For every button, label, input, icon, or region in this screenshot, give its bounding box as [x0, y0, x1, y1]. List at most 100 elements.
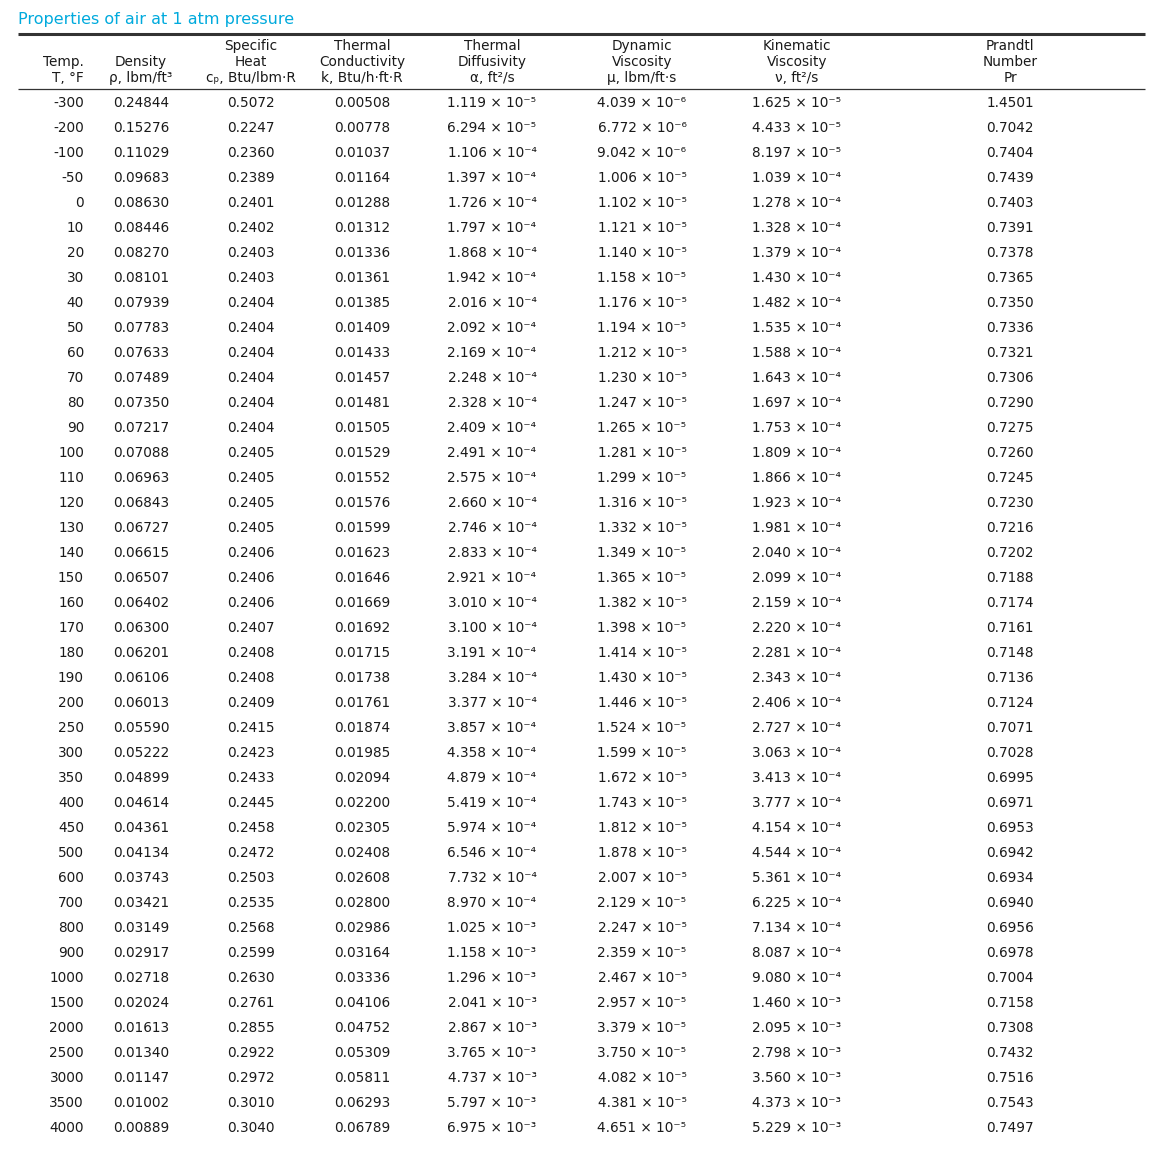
Text: 4.358 × 10⁻⁴: 4.358 × 10⁻⁴ [447, 746, 537, 760]
Text: 0.05222: 0.05222 [113, 746, 169, 760]
Text: 0.05811: 0.05811 [334, 1070, 390, 1085]
Text: 0.2404: 0.2404 [228, 321, 275, 335]
Text: 0.01164: 0.01164 [334, 171, 390, 185]
Text: α, ft²/s: α, ft²/s [470, 71, 514, 85]
Text: 0.2922: 0.2922 [228, 1046, 275, 1060]
Text: 0.07217: 0.07217 [113, 421, 169, 435]
Text: 0.7148: 0.7148 [986, 646, 1034, 660]
Text: 0.01481: 0.01481 [334, 396, 390, 410]
Text: 3.560 × 10⁻³: 3.560 × 10⁻³ [752, 1070, 842, 1085]
Text: 30: 30 [67, 270, 84, 285]
Text: 0.7230: 0.7230 [986, 496, 1034, 510]
Text: 0.2405: 0.2405 [228, 521, 275, 535]
Text: 1.194 × 10⁻⁵: 1.194 × 10⁻⁵ [597, 321, 686, 335]
Text: Number: Number [983, 55, 1037, 69]
Text: 2.248 × 10⁻⁴: 2.248 × 10⁻⁴ [447, 371, 537, 384]
Text: 0.2389: 0.2389 [228, 171, 275, 185]
Text: 2.095 × 10⁻³: 2.095 × 10⁻³ [752, 1021, 842, 1035]
Text: 0.01715: 0.01715 [334, 646, 390, 660]
Text: 0.08270: 0.08270 [113, 246, 169, 260]
Text: 1.4501: 1.4501 [986, 96, 1034, 110]
Text: 1.365 × 10⁻⁵: 1.365 × 10⁻⁵ [597, 571, 686, 585]
Text: 0.2472: 0.2472 [228, 846, 275, 860]
Text: cₚ, Btu/lbm·R: cₚ, Btu/lbm·R [206, 71, 296, 85]
Text: 0.7290: 0.7290 [986, 396, 1034, 410]
Text: 1.296 × 10⁻³: 1.296 × 10⁻³ [447, 971, 537, 985]
Text: 2.660 × 10⁻⁴: 2.660 × 10⁻⁴ [447, 496, 537, 510]
Text: 0.01599: 0.01599 [334, 521, 390, 535]
Text: 1.158 × 10⁻⁵: 1.158 × 10⁻⁵ [597, 270, 686, 285]
Text: 0.2503: 0.2503 [228, 871, 275, 885]
Text: 2.746 × 10⁻⁴: 2.746 × 10⁻⁴ [447, 521, 537, 535]
Text: 0.6942: 0.6942 [986, 846, 1034, 860]
Text: 1.140 × 10⁻⁵: 1.140 × 10⁻⁵ [597, 246, 686, 260]
Text: 3.765 × 10⁻³: 3.765 × 10⁻³ [447, 1046, 537, 1060]
Text: 0.7404: 0.7404 [986, 146, 1034, 160]
Text: 1.726 × 10⁻⁴: 1.726 × 10⁻⁴ [447, 196, 537, 209]
Text: 1.599 × 10⁻⁵: 1.599 × 10⁻⁵ [597, 746, 687, 760]
Text: 0.01340: 0.01340 [113, 1046, 169, 1060]
Text: 0.2423: 0.2423 [228, 746, 275, 760]
Text: 1.753 × 10⁻⁴: 1.753 × 10⁻⁴ [752, 421, 842, 435]
Text: 1.868 × 10⁻⁴: 1.868 × 10⁻⁴ [447, 246, 537, 260]
Text: 2.406 × 10⁻⁴: 2.406 × 10⁻⁴ [753, 696, 842, 710]
Text: 9.042 × 10⁻⁶: 9.042 × 10⁻⁶ [597, 146, 686, 160]
Text: 0.7403: 0.7403 [986, 196, 1034, 209]
Text: 1.460 × 10⁻³: 1.460 × 10⁻³ [753, 996, 842, 1009]
Text: 3.010 × 10⁻⁴: 3.010 × 10⁻⁴ [447, 596, 537, 610]
Text: 0.04614: 0.04614 [113, 796, 169, 810]
Text: 0.2403: 0.2403 [228, 246, 275, 260]
Text: 1.743 × 10⁻⁵: 1.743 × 10⁻⁵ [597, 796, 686, 810]
Text: 0.00889: 0.00889 [113, 1121, 169, 1135]
Text: 4.737 × 10⁻³: 4.737 × 10⁻³ [447, 1070, 537, 1085]
Text: 2.129 × 10⁻⁵: 2.129 × 10⁻⁵ [597, 895, 686, 910]
Text: 2.247 × 10⁻⁵: 2.247 × 10⁻⁵ [597, 921, 686, 935]
Text: 0.04899: 0.04899 [113, 771, 169, 785]
Text: 1.006 × 10⁻⁵: 1.006 × 10⁻⁵ [597, 171, 686, 185]
Text: 0.06843: 0.06843 [113, 496, 169, 510]
Text: 0.7439: 0.7439 [986, 171, 1034, 185]
Text: 6.772 × 10⁻⁶: 6.772 × 10⁻⁶ [597, 121, 686, 135]
Text: 3.857 × 10⁻⁴: 3.857 × 10⁻⁴ [447, 721, 537, 735]
Text: 0.3010: 0.3010 [228, 1096, 275, 1110]
Text: 2.409 × 10⁻⁴: 2.409 × 10⁻⁴ [447, 421, 537, 435]
Text: 9.080 × 10⁻⁴: 9.080 × 10⁻⁴ [752, 971, 842, 985]
Text: 1.106 × 10⁻⁴: 1.106 × 10⁻⁴ [447, 146, 537, 160]
Text: 0.01409: 0.01409 [334, 321, 390, 335]
Text: 2.833 × 10⁻⁴: 2.833 × 10⁻⁴ [447, 546, 537, 561]
Text: 4.651 × 10⁻⁵: 4.651 × 10⁻⁵ [597, 1121, 686, 1135]
Text: 2.467 × 10⁻⁵: 2.467 × 10⁻⁵ [597, 971, 686, 985]
Text: 20: 20 [67, 246, 84, 260]
Text: 0.01692: 0.01692 [334, 622, 390, 635]
Text: 170: 170 [58, 622, 84, 635]
Text: 1.397 × 10⁻⁴: 1.397 × 10⁻⁴ [447, 171, 537, 185]
Text: 130: 130 [58, 521, 84, 535]
Text: 2.921 × 10⁻⁴: 2.921 × 10⁻⁴ [447, 571, 537, 585]
Text: 2.099 × 10⁻⁴: 2.099 × 10⁻⁴ [752, 571, 842, 585]
Text: 0.00778: 0.00778 [334, 121, 390, 135]
Text: 0.2406: 0.2406 [228, 546, 275, 561]
Text: 0.01385: 0.01385 [334, 296, 390, 310]
Text: 0.7432: 0.7432 [986, 1046, 1034, 1060]
Text: 0.7365: 0.7365 [986, 270, 1034, 285]
Text: 1.643 × 10⁻⁴: 1.643 × 10⁻⁴ [753, 371, 842, 384]
Text: 2.867 × 10⁻³: 2.867 × 10⁻³ [447, 1021, 537, 1035]
Text: 0.6934: 0.6934 [986, 871, 1034, 885]
Text: 0.7028: 0.7028 [986, 746, 1034, 760]
Text: 500: 500 [58, 846, 84, 860]
Text: 0.03743: 0.03743 [113, 871, 169, 885]
Text: 0.2630: 0.2630 [228, 971, 275, 985]
Text: 0.2408: 0.2408 [228, 646, 275, 660]
Text: 100: 100 [58, 445, 84, 460]
Text: 0.24844: 0.24844 [113, 96, 169, 110]
Text: 0.08101: 0.08101 [113, 270, 169, 285]
Text: 1.398 × 10⁻⁵: 1.398 × 10⁻⁵ [597, 622, 686, 635]
Text: Diffusivity: Diffusivity [457, 55, 527, 69]
Text: 3.379 × 10⁻⁵: 3.379 × 10⁻⁵ [597, 1021, 686, 1035]
Text: 0.02986: 0.02986 [334, 921, 390, 935]
Text: 4.544 × 10⁻⁴: 4.544 × 10⁻⁴ [752, 846, 842, 860]
Text: 0.01336: 0.01336 [334, 246, 390, 260]
Text: Pr: Pr [1004, 71, 1016, 85]
Text: 0.2360: 0.2360 [228, 146, 275, 160]
Text: 1.382 × 10⁻⁵: 1.382 × 10⁻⁵ [597, 596, 686, 610]
